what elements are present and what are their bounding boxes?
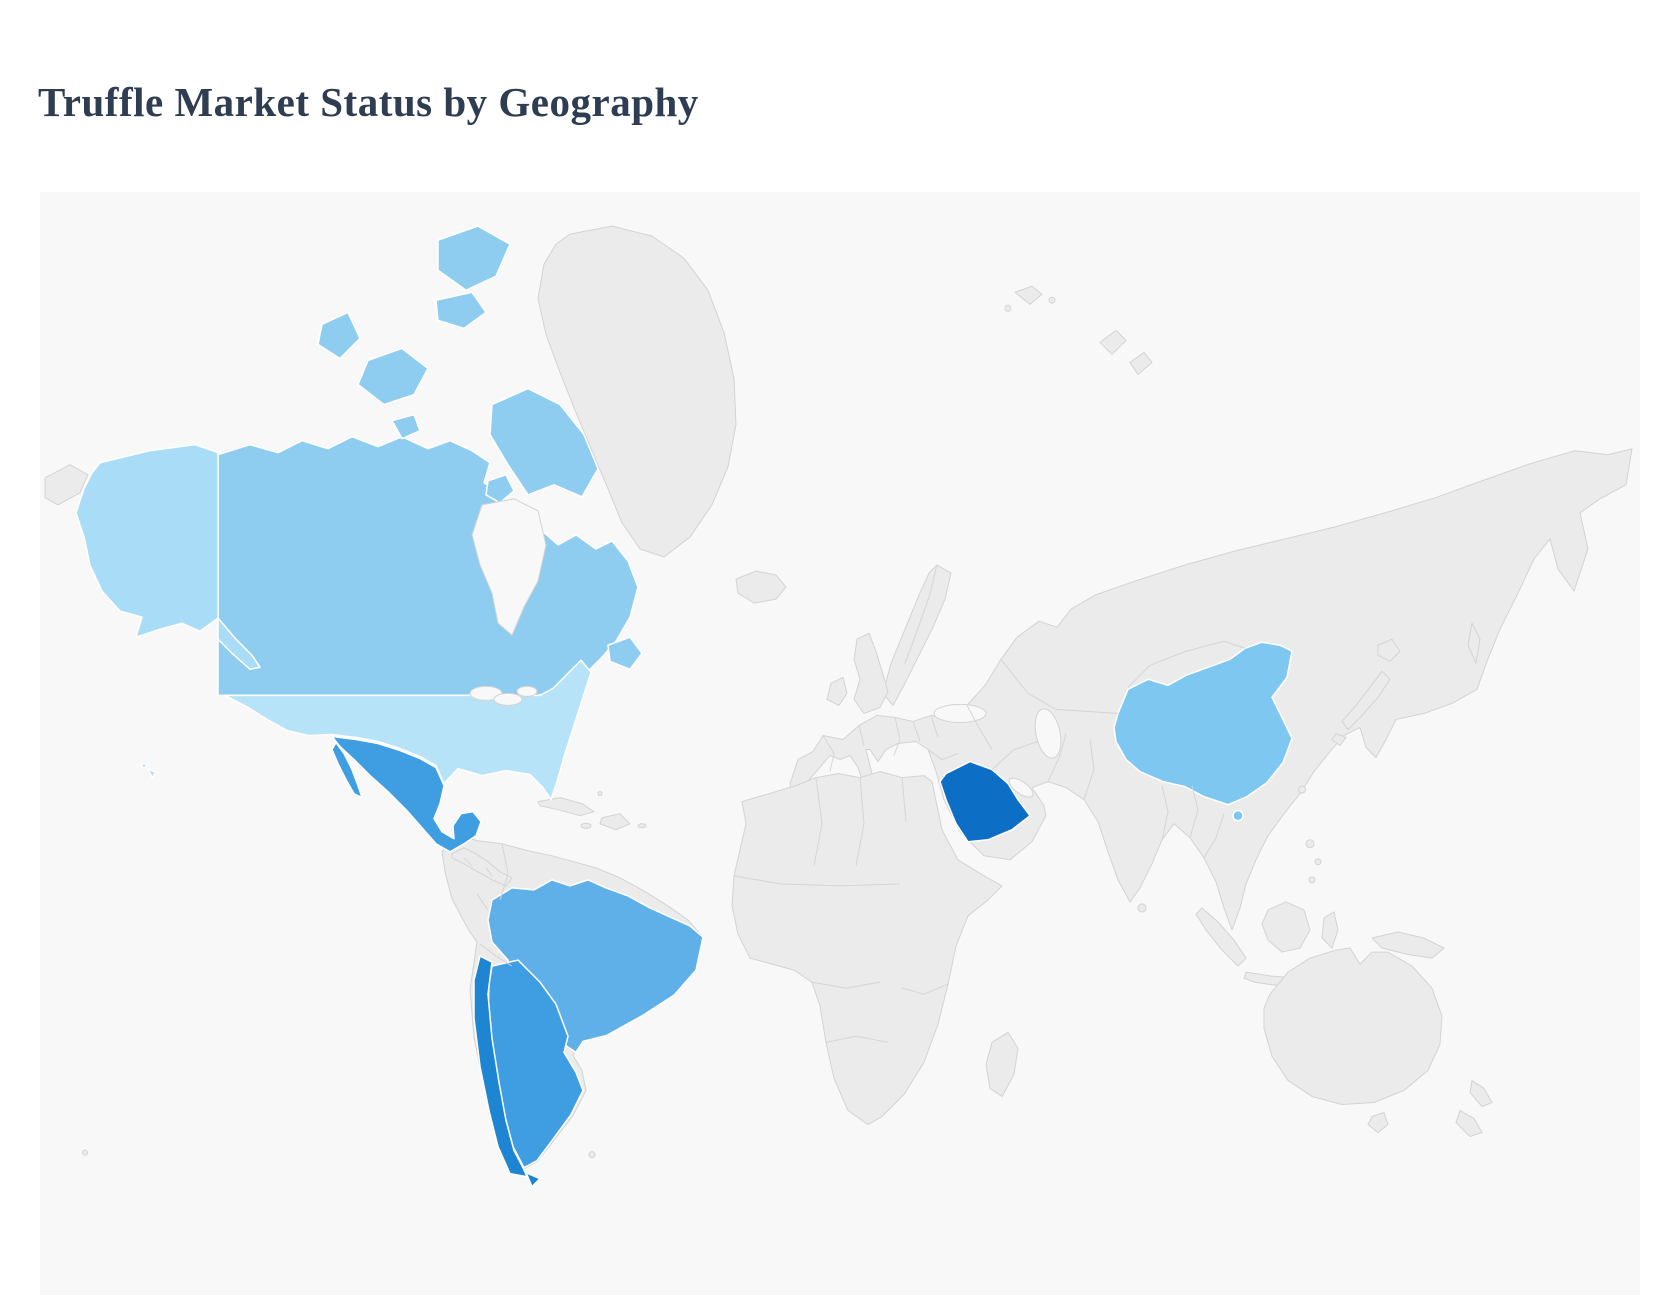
island-new-zealand-north: [1469, 1079, 1493, 1107]
country-canada-victoria-island[interactable]: [357, 347, 429, 406]
island-hispaniola: [599, 813, 631, 831]
country-canada-king-william-island[interactable]: [391, 413, 421, 440]
island-honshu: [1341, 670, 1391, 730]
country-iceland: [735, 570, 787, 604]
country-borders: [463, 564, 1246, 1043]
great-lake-michigan-huron: [493, 692, 523, 706]
country-china-hainan[interactable]: [1232, 809, 1244, 822]
island-svalbard-3: [1004, 304, 1012, 312]
region-usa-hawaii-2[interactable]: [141, 762, 147, 769]
region-usa-alaska[interactable]: [75, 443, 219, 638]
country-canada-ellesmere-island[interactable]: [437, 225, 511, 292]
island-sulawesi: [1321, 911, 1339, 949]
caspian-sea: [1034, 708, 1062, 759]
great-lake-superior: [469, 685, 503, 701]
region-usa-hawaii[interactable]: [147, 767, 157, 779]
island-philippines-1: [1305, 839, 1315, 849]
island-sumatra: [1195, 907, 1247, 967]
country-canada-newfoundland[interactable]: [607, 636, 643, 671]
country-chile[interactable]: [473, 955, 528, 1178]
island-svalbard: [1014, 285, 1043, 305]
persian-gulf: [1008, 777, 1034, 798]
country-canada-devon-island[interactable]: [435, 291, 487, 330]
island-sri-lanka: [1137, 903, 1147, 913]
island-sakhalin: [1467, 622, 1481, 664]
map-panel: [40, 192, 1640, 1295]
world-map: [40, 192, 1640, 1295]
island-kyushu: [1331, 732, 1347, 747]
island-falkland: [588, 1151, 596, 1159]
country-united-kingdom: [853, 632, 889, 714]
country-canada-banks-island[interactable]: [317, 311, 361, 360]
country-australia: [1263, 947, 1443, 1105]
island-new-zealand-south: [1455, 1109, 1483, 1138]
country-ireland: [826, 676, 848, 706]
island-taiwan: [1298, 785, 1306, 794]
island-philippines-2: [1314, 858, 1322, 866]
country-usa-contiguous[interactable]: [224, 659, 592, 801]
country-chile-tierra-del-fuego[interactable]: [525, 1171, 541, 1188]
island-philippines-3: [1308, 876, 1316, 884]
island-cuba: [537, 797, 595, 817]
country-canada-baffin-island[interactable]: [489, 387, 599, 498]
country-mexico-baja[interactable]: [331, 741, 363, 799]
landmass-africa: [731, 771, 1003, 1126]
landmass-scandinavia: [882, 564, 952, 706]
country-greenland: [537, 225, 737, 558]
island-hokkaido: [1377, 638, 1401, 662]
island-borneo: [1261, 901, 1311, 953]
island-novaya-zemlya-1: [1099, 329, 1127, 355]
island-tasmania: [1367, 1112, 1389, 1134]
great-lake-ontario-erie: [516, 685, 538, 697]
island-bahamas: [597, 791, 603, 797]
country-madagascar: [985, 1031, 1019, 1097]
region-usa-alaska-panhandle[interactable]: [217, 617, 261, 671]
country-canada-southampton-island[interactable]: [485, 474, 515, 504]
island-novaya-zemlya-2: [1129, 351, 1153, 375]
island-jamaica: [580, 822, 592, 829]
hudson-bay: [471, 498, 547, 637]
island-svalbard-2: [1048, 296, 1056, 304]
landmass-central-america: [451, 847, 513, 887]
country-mexico[interactable]: [331, 735, 482, 853]
landmass-chukotka: [44, 464, 89, 506]
island-puerto-rico: [637, 823, 647, 829]
island-pacific-speck: [82, 1149, 88, 1156]
black-sea: [933, 703, 987, 723]
page-title: Truffle Market Status by Geography: [38, 79, 699, 125]
country-china[interactable]: [1113, 641, 1293, 806]
island-new-guinea: [1371, 931, 1445, 959]
